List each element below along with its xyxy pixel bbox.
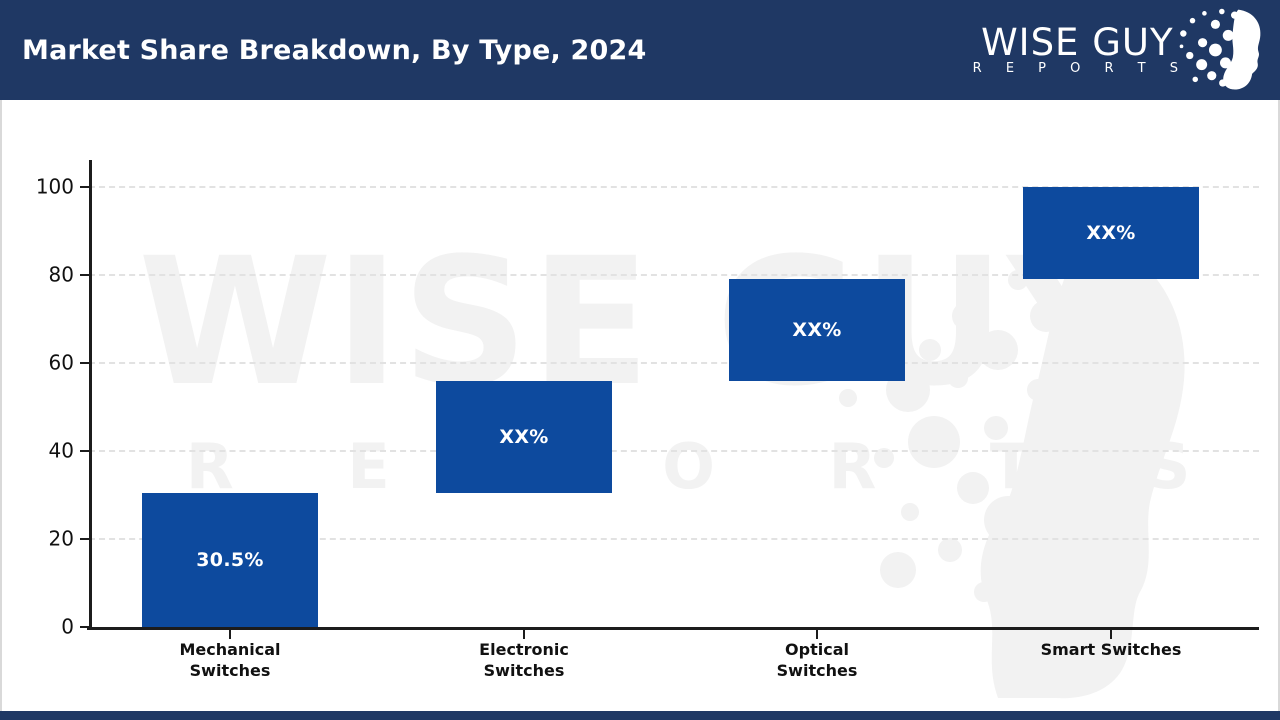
bar-value-label-1: XX% (499, 425, 549, 448)
category-label-2: Optical Switches (776, 640, 858, 680)
y-tick-60 (80, 362, 89, 364)
y-tick-100 (80, 186, 89, 188)
y-tick-label-100: 100 (35, 174, 74, 199)
logo-subtitle: R E P O R T S (972, 61, 1188, 77)
left-border (0, 100, 2, 720)
y-tick-0 (80, 626, 89, 628)
y-tick-label-20: 20 (48, 526, 74, 551)
gridline-60 (89, 362, 1259, 364)
bar-1: XX% (436, 380, 612, 493)
bar-value-label-3: XX% (1086, 222, 1136, 245)
y-axis-line (89, 160, 92, 630)
y-tick-label-40: 40 (48, 438, 74, 463)
footer-bar (0, 711, 1280, 720)
gridline-40 (89, 450, 1259, 452)
y-tick-40 (80, 450, 89, 452)
right-border (1278, 100, 1280, 720)
x-tick-3 (1110, 630, 1112, 639)
bar-3: XX% (1023, 187, 1199, 280)
face-dots-logo-icon (1174, 6, 1266, 94)
bar-0: 30.5% (142, 492, 318, 627)
category-label-1: Electronic Switches (479, 640, 569, 680)
y-tick-80 (80, 274, 89, 276)
x-axis-line (87, 627, 1259, 630)
x-tick-0 (229, 630, 231, 639)
bar-value-label-2: XX% (792, 318, 842, 341)
logo-text: WISE GUY R E P O R T S (967, 20, 1188, 77)
y-tick-20 (80, 538, 89, 540)
bar-2: XX% (729, 279, 905, 381)
bar-value-label-0: 30.5% (196, 548, 264, 571)
y-tick-label-0: 0 (61, 614, 74, 639)
y-tick-label-80: 80 (48, 262, 74, 287)
category-label-3: Smart Switches (1040, 640, 1182, 659)
y-tick-label-60: 60 (48, 350, 74, 375)
chart-area: WISE GUY R E P O R T S 0 20 40 60 80 100 30.5%… (0, 100, 1280, 720)
x-tick-2 (816, 630, 818, 639)
category-label-0: Mechanical Switches (179, 640, 281, 680)
x-tick-1 (523, 630, 525, 639)
wise-guy-logo: WISE GUY R E P O R T S (967, 6, 1266, 94)
logo-wordmark: WISE GUY (981, 20, 1174, 64)
gridline-100 (89, 186, 1259, 188)
gridline-80 (89, 274, 1259, 276)
header-bar: Market Share Breakdown, By Type, 2024 WI… (0, 0, 1280, 100)
gridline-20 (89, 538, 1259, 540)
chart-title: Market Share Breakdown, By Type, 2024 (22, 34, 647, 66)
